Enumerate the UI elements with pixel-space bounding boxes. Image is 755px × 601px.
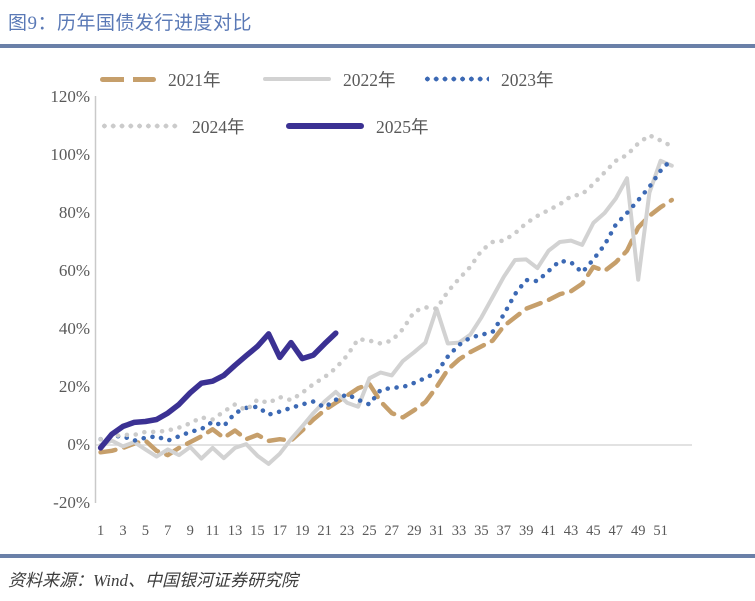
- y-axis-tick-label: 80%: [58, 203, 90, 222]
- series-line-2023年: [98, 156, 675, 443]
- x-axis-tick-label: 9: [186, 523, 194, 539]
- y-axis-tick-label: -20%: [53, 493, 90, 512]
- legend-item-2023: 2023年: [423, 66, 554, 92]
- legend-swatch-2024-dotted-line: [100, 123, 180, 129]
- y-axis-tick-label: 120%: [50, 87, 90, 106]
- series-line-2025年: [97, 330, 339, 451]
- x-axis-tick-label: 19: [294, 523, 310, 539]
- y-axis-tick-label: 60%: [58, 261, 90, 280]
- legend-label: 2021年: [168, 69, 221, 90]
- figure-title: 图9：历年国债发行进度对比: [8, 13, 253, 34]
- legend-swatch-2022-solid-line: [263, 77, 331, 81]
- legend-item-2024: 2024年: [100, 113, 245, 139]
- x-axis-tick-label: 1: [96, 523, 105, 539]
- x-axis-tick-label: 15: [250, 523, 265, 539]
- x-axis-tick-label: 35: [474, 523, 489, 539]
- x-axis-tick-label: 13: [227, 523, 243, 539]
- series-line-2022年: [98, 158, 674, 466]
- legend-label: 2022年: [343, 69, 396, 90]
- x-axis-tick-label: 29: [406, 523, 422, 539]
- y-axis-tick-label: 0%: [67, 435, 90, 454]
- legend-label: 2023年: [501, 69, 554, 90]
- source-note: 资料来源：Wind、中国银河证券研究院: [8, 571, 298, 590]
- x-axis-tick-label: 27: [384, 523, 400, 539]
- x-axis-tick-label: 5: [141, 523, 150, 539]
- x-axis-tick-label: 39: [518, 523, 534, 539]
- x-axis-tick-label: 41: [541, 523, 556, 539]
- legend-item-2022: 2022年: [263, 66, 396, 92]
- x-axis-tick-label: 7: [164, 523, 172, 539]
- legend-item-2025: 2025年: [286, 113, 429, 139]
- x-axis-tick-label: 3: [119, 523, 127, 539]
- top-divider: [0, 44, 755, 48]
- x-axis-tick-label: 11: [205, 523, 220, 539]
- series-line-2021年: [98, 197, 675, 458]
- x-axis-tick-label: 37: [496, 523, 512, 539]
- x-axis-tick-label: 49: [630, 523, 646, 539]
- x-axis-tick-label: 45: [586, 523, 601, 539]
- x-axis-tick-label: 51: [653, 523, 668, 539]
- x-axis-tick-label: 47: [608, 523, 624, 539]
- series-line-2024年: [98, 133, 675, 442]
- x-axis-tick-label: 17: [272, 523, 288, 539]
- x-axis-tick-label: 21: [317, 523, 332, 539]
- legend-item-2021: 2021年: [100, 66, 221, 92]
- x-axis-tick-label: 33: [451, 523, 467, 539]
- legend-label: 2025年: [376, 116, 429, 137]
- y-axis-tick-label: 40%: [58, 319, 90, 338]
- legend-label: 2024年: [192, 116, 245, 137]
- x-axis-tick-label: 23: [339, 523, 355, 539]
- legend-swatch-2021-dashed-line: [100, 76, 156, 82]
- x-axis-tick-label: 25: [362, 523, 377, 539]
- x-axis-tick-label: 31: [429, 523, 444, 539]
- x-axis-tick-label: 43: [563, 523, 579, 539]
- y-axis-tick-label: 20%: [58, 377, 90, 396]
- bottom-divider: [0, 554, 755, 558]
- y-axis-tick-label: 100%: [50, 145, 90, 164]
- legend-swatch-2023-dotted-line: [423, 76, 489, 82]
- legend-swatch-2025-solid-line: [286, 123, 364, 129]
